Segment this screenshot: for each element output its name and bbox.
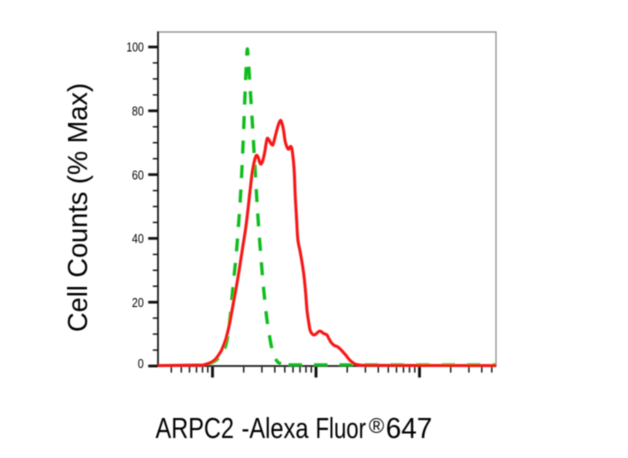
svg-text:Fluor: Fluor (316, 413, 367, 445)
svg-text:80: 80 (132, 104, 144, 119)
svg-text:100: 100 (126, 40, 143, 55)
svg-text:ARPC2: ARPC2 (156, 413, 235, 445)
svg-text:0: 0 (138, 356, 144, 371)
svg-text:Cell Counts (% Max): Cell Counts (% Max) (62, 83, 93, 332)
svg-text:60: 60 (132, 167, 144, 182)
svg-text:-Alexa: -Alexa (242, 413, 310, 445)
svg-text:647: 647 (386, 413, 433, 445)
svg-text:40: 40 (132, 231, 144, 246)
svg-text:20: 20 (132, 295, 144, 310)
svg-text:®: ® (369, 415, 385, 438)
